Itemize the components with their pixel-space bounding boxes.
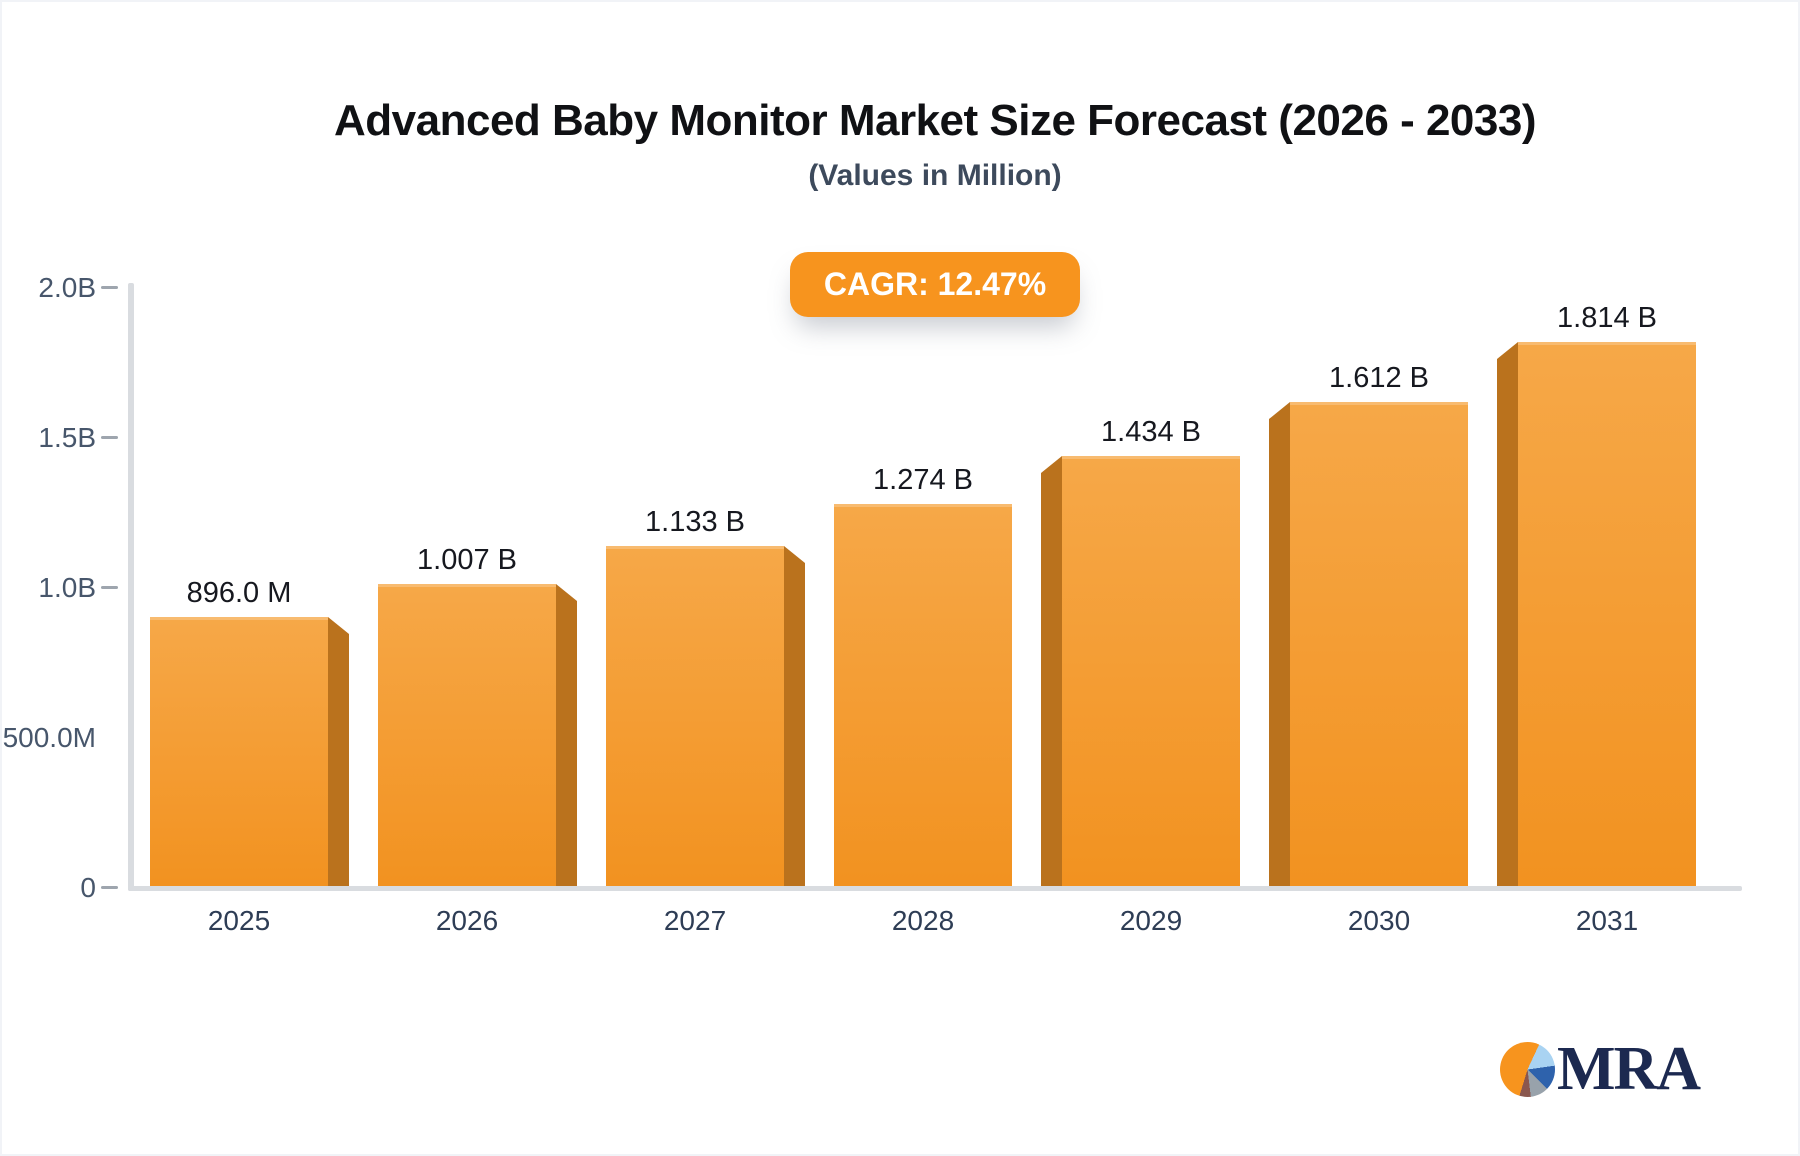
x-axis-label-2027: 2027 <box>663 905 727 936</box>
x-axis-label-2031: 2031 <box>1575 905 1639 936</box>
x-axis-label-2030: 2030 <box>1347 905 1411 936</box>
bar-3d-side <box>784 546 805 886</box>
cagr-badge: CAGR: 12.47% <box>789 252 1081 317</box>
y-axis-tick-label: 500.0M <box>2 722 96 753</box>
bar-3d-side <box>1269 402 1290 886</box>
bar-value-label: 1.274 B <box>873 464 973 496</box>
chart-title: Advanced Baby Monitor Market Size Foreca… <box>334 96 1536 145</box>
bar-value-label: 1.007 B <box>417 544 517 576</box>
bar-2028 <box>834 504 1012 886</box>
y-axis-tick-mark <box>101 886 118 889</box>
bar-value-label: 896.0 M <box>186 577 292 609</box>
bar-3d-side <box>1041 456 1062 886</box>
x-axis-label-2029: 2029 <box>1119 905 1183 936</box>
y-axis-tick-label: 2.0B <box>38 272 96 303</box>
bar-3d-side <box>1497 342 1518 886</box>
y-axis-line <box>128 283 134 891</box>
bar-value-label: 1.133 B <box>645 506 745 538</box>
x-axis-label-2028: 2028 <box>891 905 955 936</box>
y-axis-tick-label: 1.5B <box>38 422 96 453</box>
y-axis-tick-label: 0 <box>80 872 96 903</box>
bar-2030 <box>1290 402 1468 886</box>
y-axis-tick-label: 1.0B <box>38 572 96 603</box>
bar-2027 <box>606 546 784 886</box>
y-axis-tick-mark <box>101 586 118 589</box>
x-axis-line <box>128 886 1742 891</box>
bar-2026 <box>378 584 556 886</box>
bar-value-label: 1.612 B <box>1329 362 1429 394</box>
x-axis-label-2026: 2026 <box>435 905 499 936</box>
brand-logo: MRA <box>1500 1035 1701 1103</box>
bar-3d-side <box>328 617 349 886</box>
bar-3d-side <box>556 584 577 886</box>
y-axis-tick-mark <box>101 286 118 289</box>
bar-2029 <box>1062 456 1240 886</box>
bar-2031 <box>1518 342 1696 886</box>
brand-name: MRA <box>1557 1035 1701 1103</box>
bar-value-label: 1.814 B <box>1557 302 1657 334</box>
bar-2025 <box>150 617 328 886</box>
x-axis-label-2025: 2025 <box>207 905 271 936</box>
chart-subtitle: (Values in Million) <box>808 159 1062 192</box>
y-axis-tick-mark <box>101 436 118 439</box>
pie-chart-icon <box>1500 1041 1555 1097</box>
chart-header: Advanced Baby Monitor Market Size Foreca… <box>80 94 1790 317</box>
bar-value-label: 1.434 B <box>1101 416 1201 448</box>
